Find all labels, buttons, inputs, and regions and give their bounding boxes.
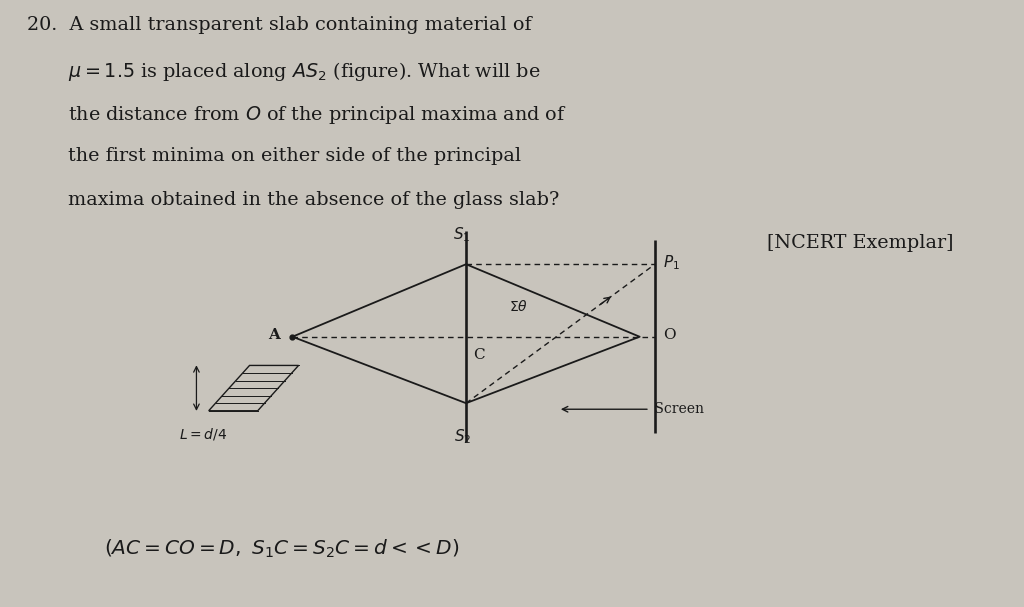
Text: [NCERT Exemplar]: [NCERT Exemplar] <box>767 234 953 252</box>
Text: $L = d/4$: $L = d/4$ <box>179 426 227 442</box>
Text: the distance from $O$ of the principal maxima and of: the distance from $O$ of the principal m… <box>68 104 566 126</box>
Text: $\mu = 1.5$ is placed along $AS_2$ (figure). What will be: $\mu = 1.5$ is placed along $AS_2$ (figu… <box>68 60 541 83</box>
Text: 20.  A small transparent slab containing material of: 20. A small transparent slab containing … <box>27 16 531 35</box>
Text: Screen: Screen <box>650 402 703 416</box>
Text: O: O <box>664 328 676 342</box>
Text: C: C <box>473 348 484 362</box>
Text: $\Sigma\theta$: $\Sigma\theta$ <box>509 299 528 314</box>
Polygon shape <box>209 365 299 411</box>
Text: $(AC = CO = D,\ S_1C = S_2C = d << D)$: $(AC = CO = D,\ S_1C = S_2C = d << D)$ <box>103 538 459 560</box>
Text: $S_1$: $S_1$ <box>454 226 471 244</box>
Text: maxima obtained in the absence of the glass slab?: maxima obtained in the absence of the gl… <box>68 191 559 209</box>
Text: A: A <box>268 328 281 342</box>
Text: the first minima on either side of the principal: the first minima on either side of the p… <box>68 147 521 165</box>
Text: $P_1$: $P_1$ <box>664 253 680 272</box>
Text: $S_2$: $S_2$ <box>455 427 472 446</box>
